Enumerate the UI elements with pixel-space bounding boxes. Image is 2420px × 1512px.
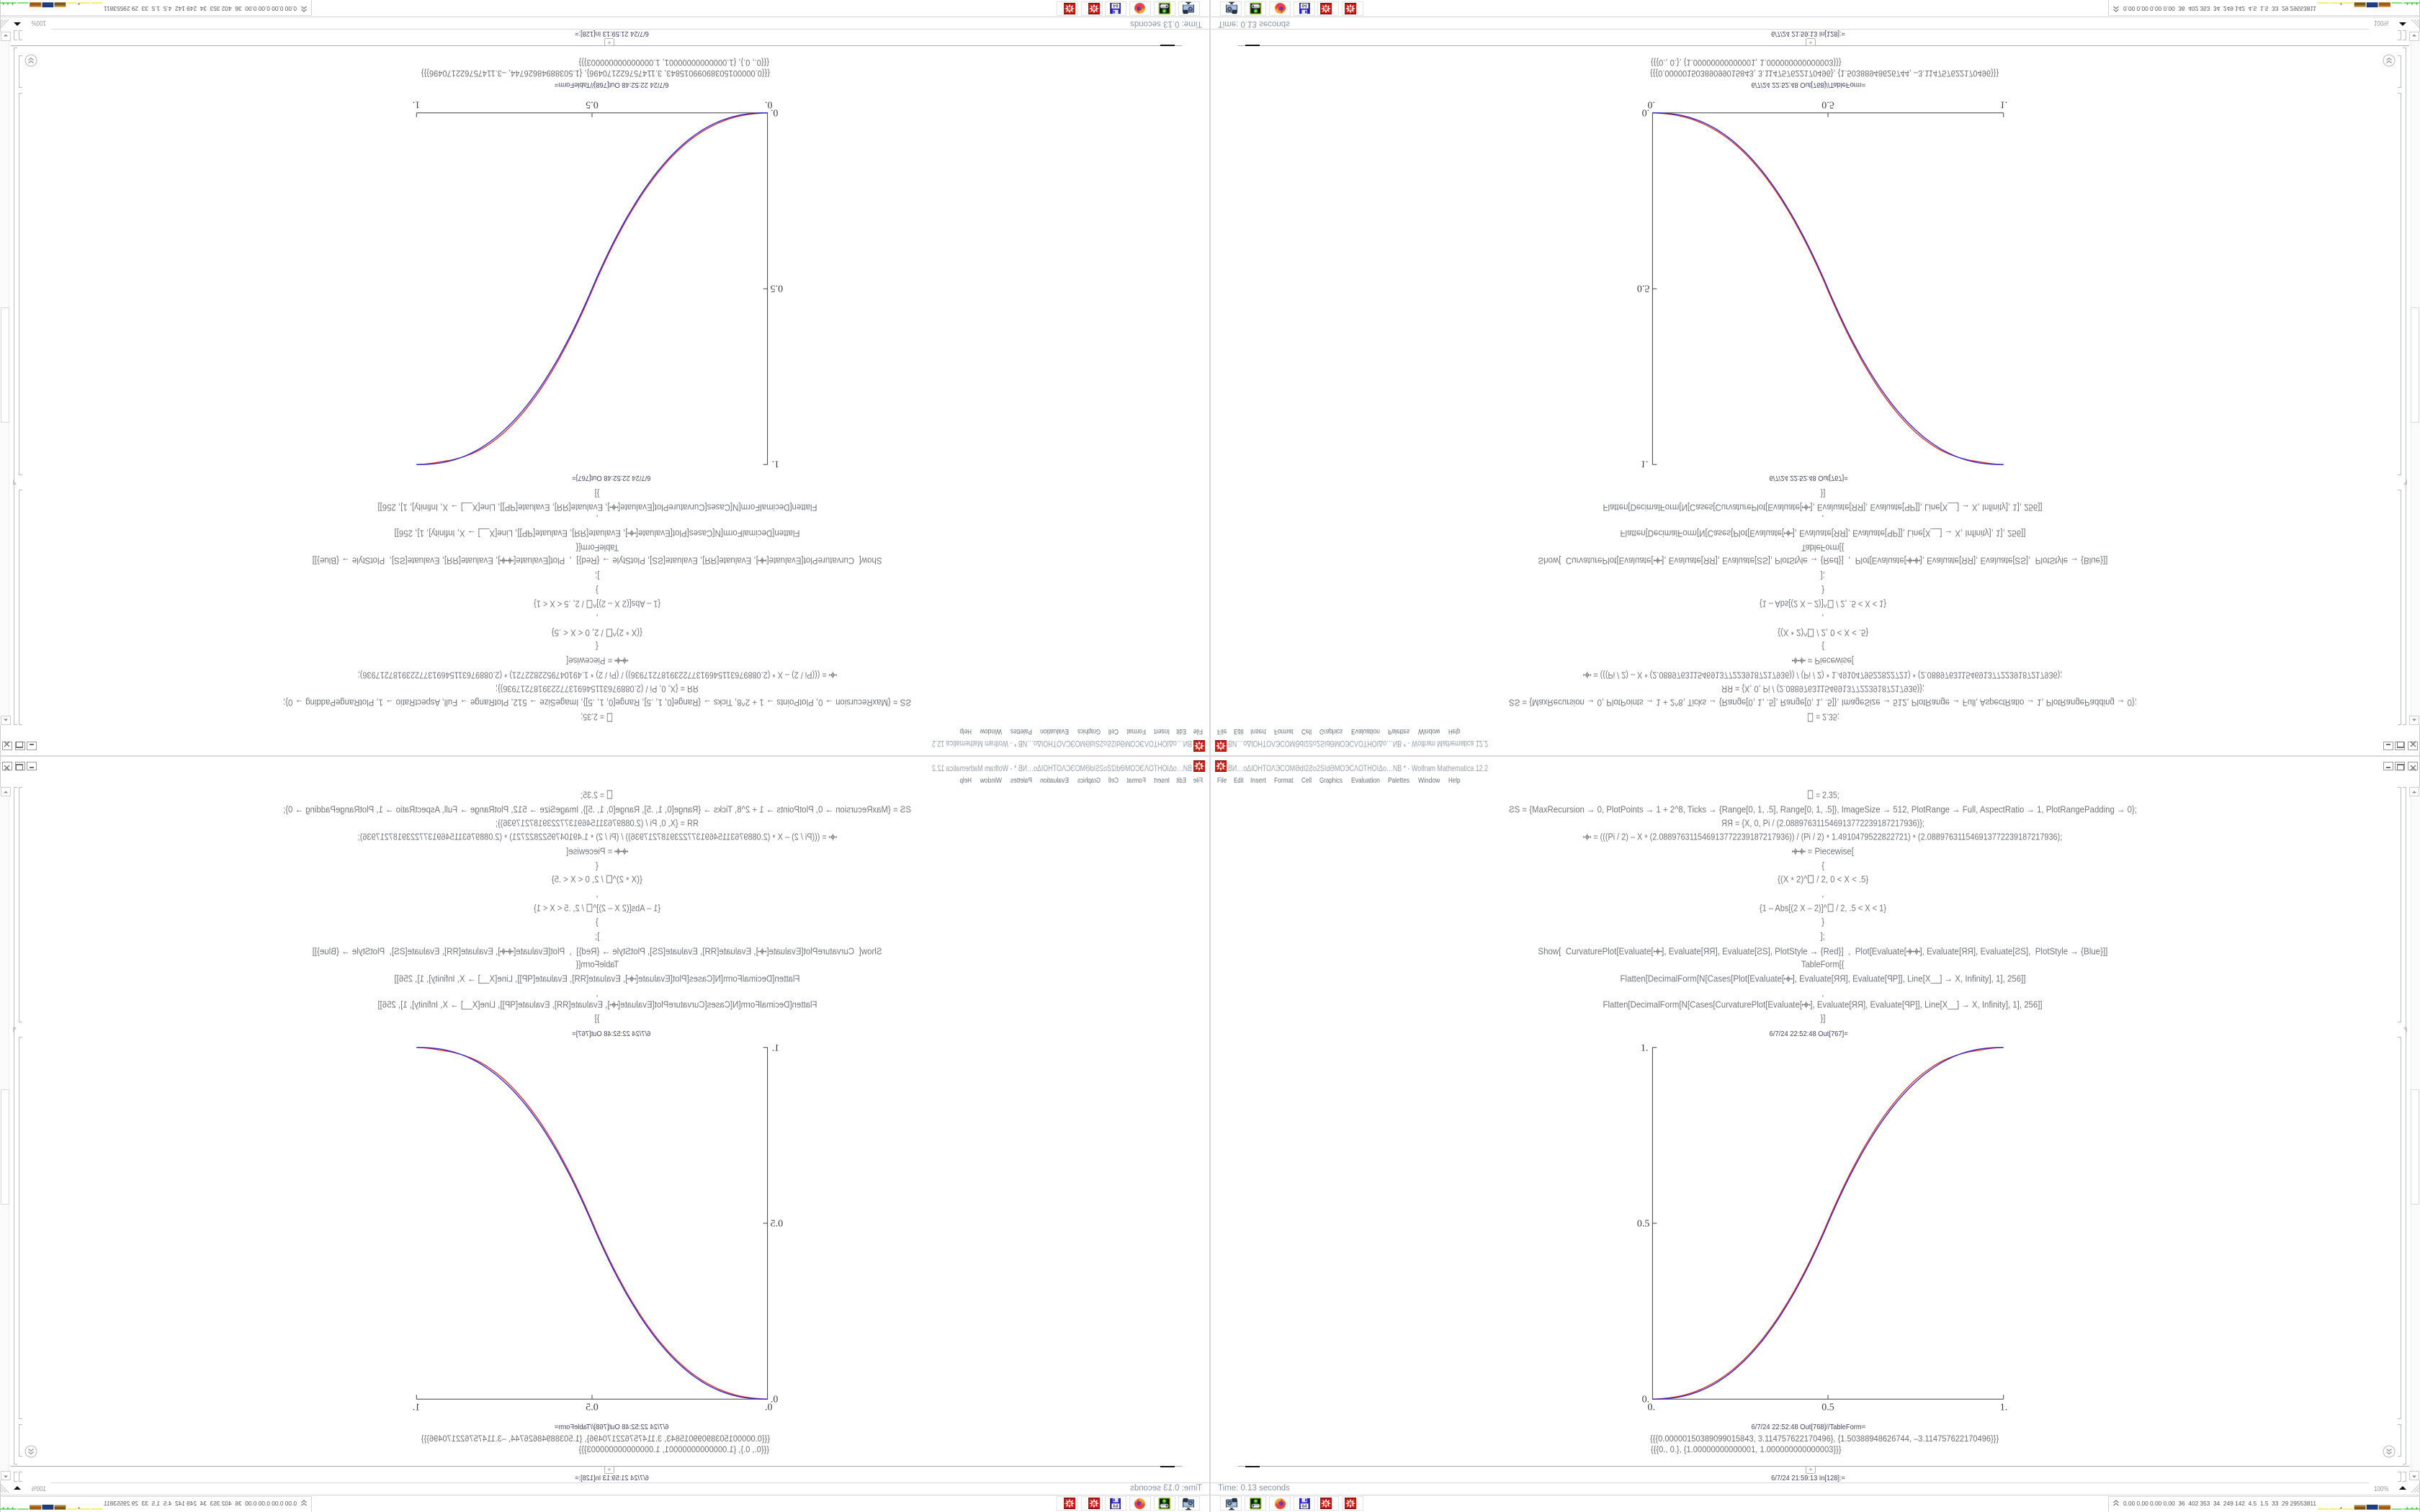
svg-text:0.5: 0.5 [1821, 1403, 1834, 1413]
svg-text:0.5: 0.5 [1821, 99, 1834, 110]
svg-text:64: 64 [1301, 3, 1307, 8]
svg-text:0.5: 0.5 [1637, 1219, 1650, 1230]
svg-text:0.5: 0.5 [1637, 283, 1650, 294]
svg-text:1.: 1. [2000, 99, 2008, 110]
svg-text:0.5: 0.5 [771, 283, 784, 294]
svg-text:1.: 1. [1641, 1043, 1649, 1053]
svg-text:0.: 0. [1642, 107, 1650, 118]
svg-text:0.: 0. [1642, 1394, 1650, 1405]
svg-text:64: 64 [1113, 3, 1119, 8]
svg-text:0.: 0. [1648, 1403, 1656, 1413]
svg-text:0.5: 0.5 [771, 1219, 784, 1230]
svg-text:0.: 0. [771, 107, 779, 118]
svg-text:0.: 0. [771, 1394, 779, 1405]
svg-text:0.5: 0.5 [586, 99, 599, 110]
svg-text:0.: 0. [765, 99, 773, 110]
svg-text:1.: 1. [772, 1043, 780, 1053]
svg-text:1.: 1. [2000, 1403, 2008, 1413]
svg-text:1.: 1. [413, 1403, 421, 1413]
svg-text:64: 64 [1301, 1504, 1307, 1509]
svg-text:64: 64 [1113, 1504, 1119, 1509]
svg-text:0.5: 0.5 [586, 1403, 599, 1413]
svg-text:0.: 0. [765, 1403, 773, 1413]
svg-text:1.: 1. [772, 459, 780, 469]
svg-text:1.: 1. [1641, 459, 1649, 469]
svg-text:0.: 0. [1648, 99, 1656, 110]
svg-text:1.: 1. [413, 99, 421, 110]
